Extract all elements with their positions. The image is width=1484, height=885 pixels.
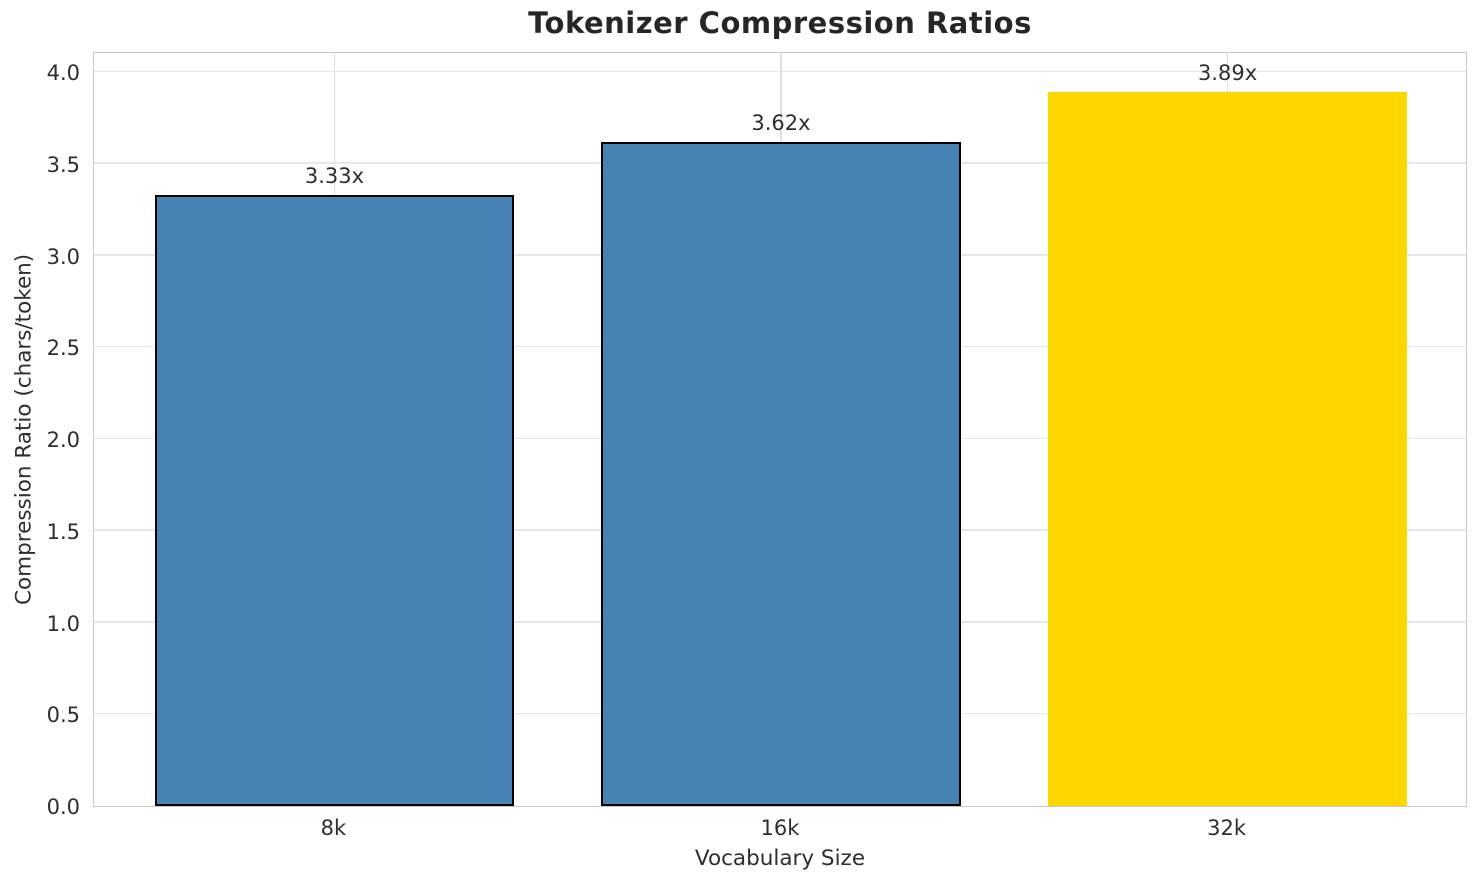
y-tick-label: 0.0 <box>46 795 80 819</box>
x-tick-label: 8k <box>320 816 347 840</box>
chart-title: Tokenizer Compression Ratios <box>528 6 1032 40</box>
y-tick-label: 2.0 <box>46 428 80 453</box>
bar-32k <box>1048 92 1408 806</box>
y-tick-label: 3.0 <box>46 244 80 269</box>
bar-value-label: 3.33x <box>304 164 365 189</box>
y-tick-label: 3.5 <box>46 152 80 177</box>
y-tick-label: 0.5 <box>46 703 80 728</box>
x-axis-label: Vocabulary Size <box>694 846 866 871</box>
y-gridline <box>94 70 1466 73</box>
bar-value-label: 3.89x <box>1197 61 1258 86</box>
y-tick-label: 2.5 <box>46 336 80 361</box>
y-tick-label: 1.0 <box>46 611 80 636</box>
y-tick-label: 4.0 <box>46 61 80 86</box>
x-tick-label: 16k <box>760 816 800 840</box>
plot-area: 3.33x 3.62x 3.89x <box>93 52 1467 807</box>
y-tick-label: 1.5 <box>46 519 80 544</box>
x-tick-label: 32k <box>1207 816 1246 840</box>
bar-16k <box>601 141 961 806</box>
bar-8k <box>154 195 514 806</box>
bar-value-label: 3.62x <box>751 110 811 135</box>
